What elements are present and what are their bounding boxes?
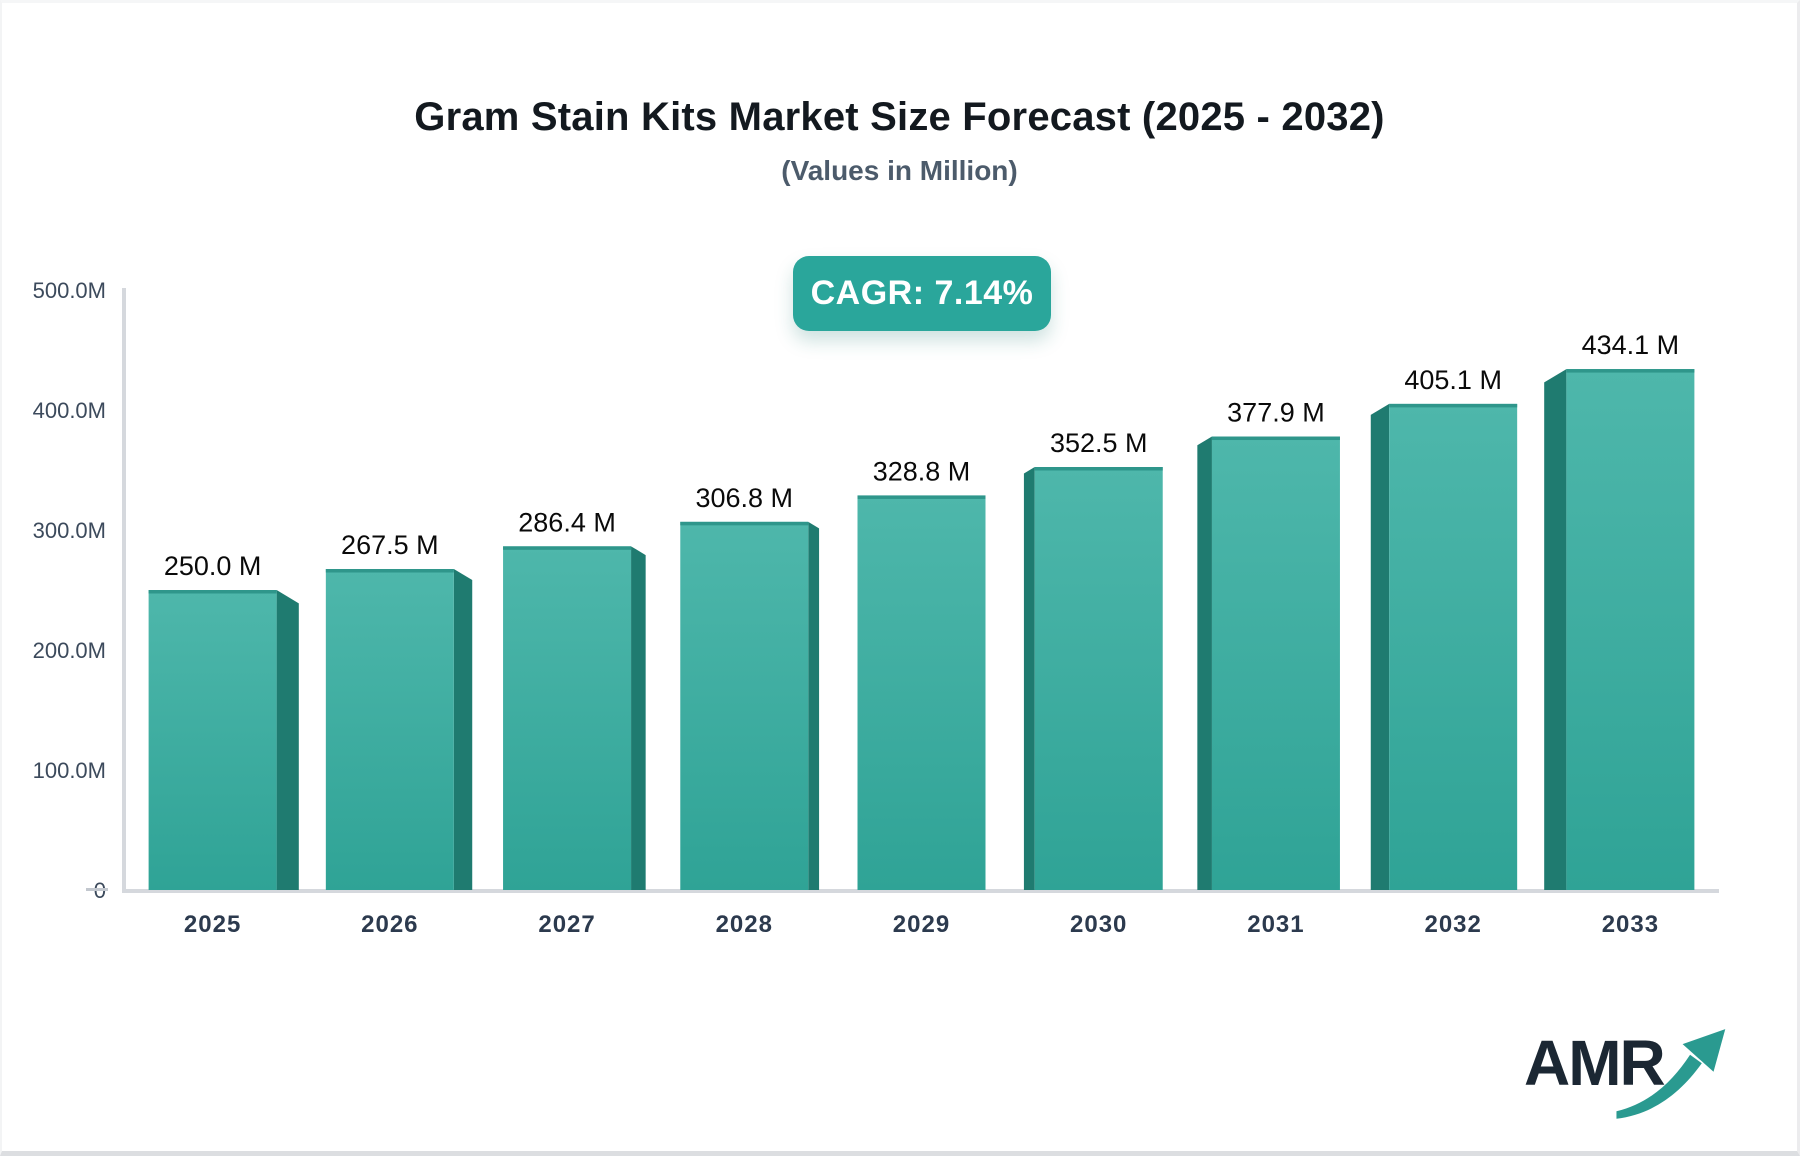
y-tick-label-200.0M: 200.0M [33,638,106,663]
bar-2026 [325,569,454,890]
bar-side-2032 [1370,403,1390,890]
y-tick-label-100.0M: 100.0M [33,758,106,783]
bar-2029 [857,495,986,890]
x-tick-label-2027: 2027 [538,911,595,938]
chart-title: Gram Stain Kits Market Size Forecast (20… [414,95,1385,139]
x-tick-label-2032: 2032 [1424,911,1481,938]
bar-top-edge-2028 [680,521,809,526]
bar-top-edge-2029 [857,495,986,499]
x-tick-label-2025: 2025 [184,911,241,938]
bar-side-2030 [1023,467,1035,890]
bar-value-label-2026: 267.5 M [341,530,439,560]
bar-top-edge-2031 [1211,436,1340,441]
y-axis-line [122,288,126,892]
bar-side-2027 [631,546,646,890]
bar-top-edge-2033 [1566,369,1695,373]
x-tick-label-2030: 2030 [1070,911,1127,938]
zero-tick-mark [86,888,108,891]
bar-2033 [1566,369,1695,891]
cagr-badge-label: CAGR: 7.14% [810,274,1034,312]
bar-top-edge-2030 [1034,467,1163,471]
bar-2031 [1211,436,1340,890]
y-tick-label-300.0M: 300.0M [33,518,106,543]
y-tick-label-400.0M: 400.0M [33,398,106,423]
y-tick-label-500.0M: 500.0M [33,278,106,303]
bar-value-label-2028: 306.8 M [695,483,793,513]
cagr-badge: CAGR: 7.14% [793,256,1051,331]
amr-logo: AMR [1518,1027,1748,1131]
bar-value-label-2025: 250.0 M [164,551,262,581]
amr-logo-arrow-icon [1616,1029,1726,1119]
amr-logo-text: AMR [1524,1027,1666,1099]
x-tick-label-2029: 2029 [893,911,950,938]
bar-top-edge-2032 [1389,403,1518,408]
bar-value-label-2030: 352.5 M [1050,428,1148,458]
x-tick-label-2033: 2033 [1602,911,1659,938]
x-tick-label-2026: 2026 [361,911,418,938]
chart-subtitle: (Values in Million) [781,155,1018,186]
x-tick-label-2028: 2028 [716,911,773,938]
bar-2030 [1034,467,1163,890]
bar-side-2026 [453,569,473,890]
bar-2027 [503,546,632,890]
bar-2028 [680,521,809,890]
bar-side-2025 [276,590,299,890]
bar-side-2031 [1197,436,1212,890]
x-axis-line [122,889,1719,893]
bar-value-label-2033: 434.1 M [1582,330,1680,360]
bar-value-label-2031: 377.9 M [1227,398,1325,428]
x-tick-label-2031: 2031 [1247,911,1304,938]
bar-2032 [1389,403,1518,890]
bar-top-edge-2027 [503,546,632,550]
bar-top-edge-2026 [325,569,454,573]
bar-value-label-2032: 405.1 M [1404,365,1502,395]
bar-value-label-2029: 328.8 M [873,456,971,486]
bar-value-label-2027: 286.4 M [518,507,616,537]
bar-top-edge-2025 [148,590,277,594]
bar-2025 [148,590,277,890]
bar-side-2028 [808,521,820,890]
bar-side-2033 [1544,369,1567,891]
